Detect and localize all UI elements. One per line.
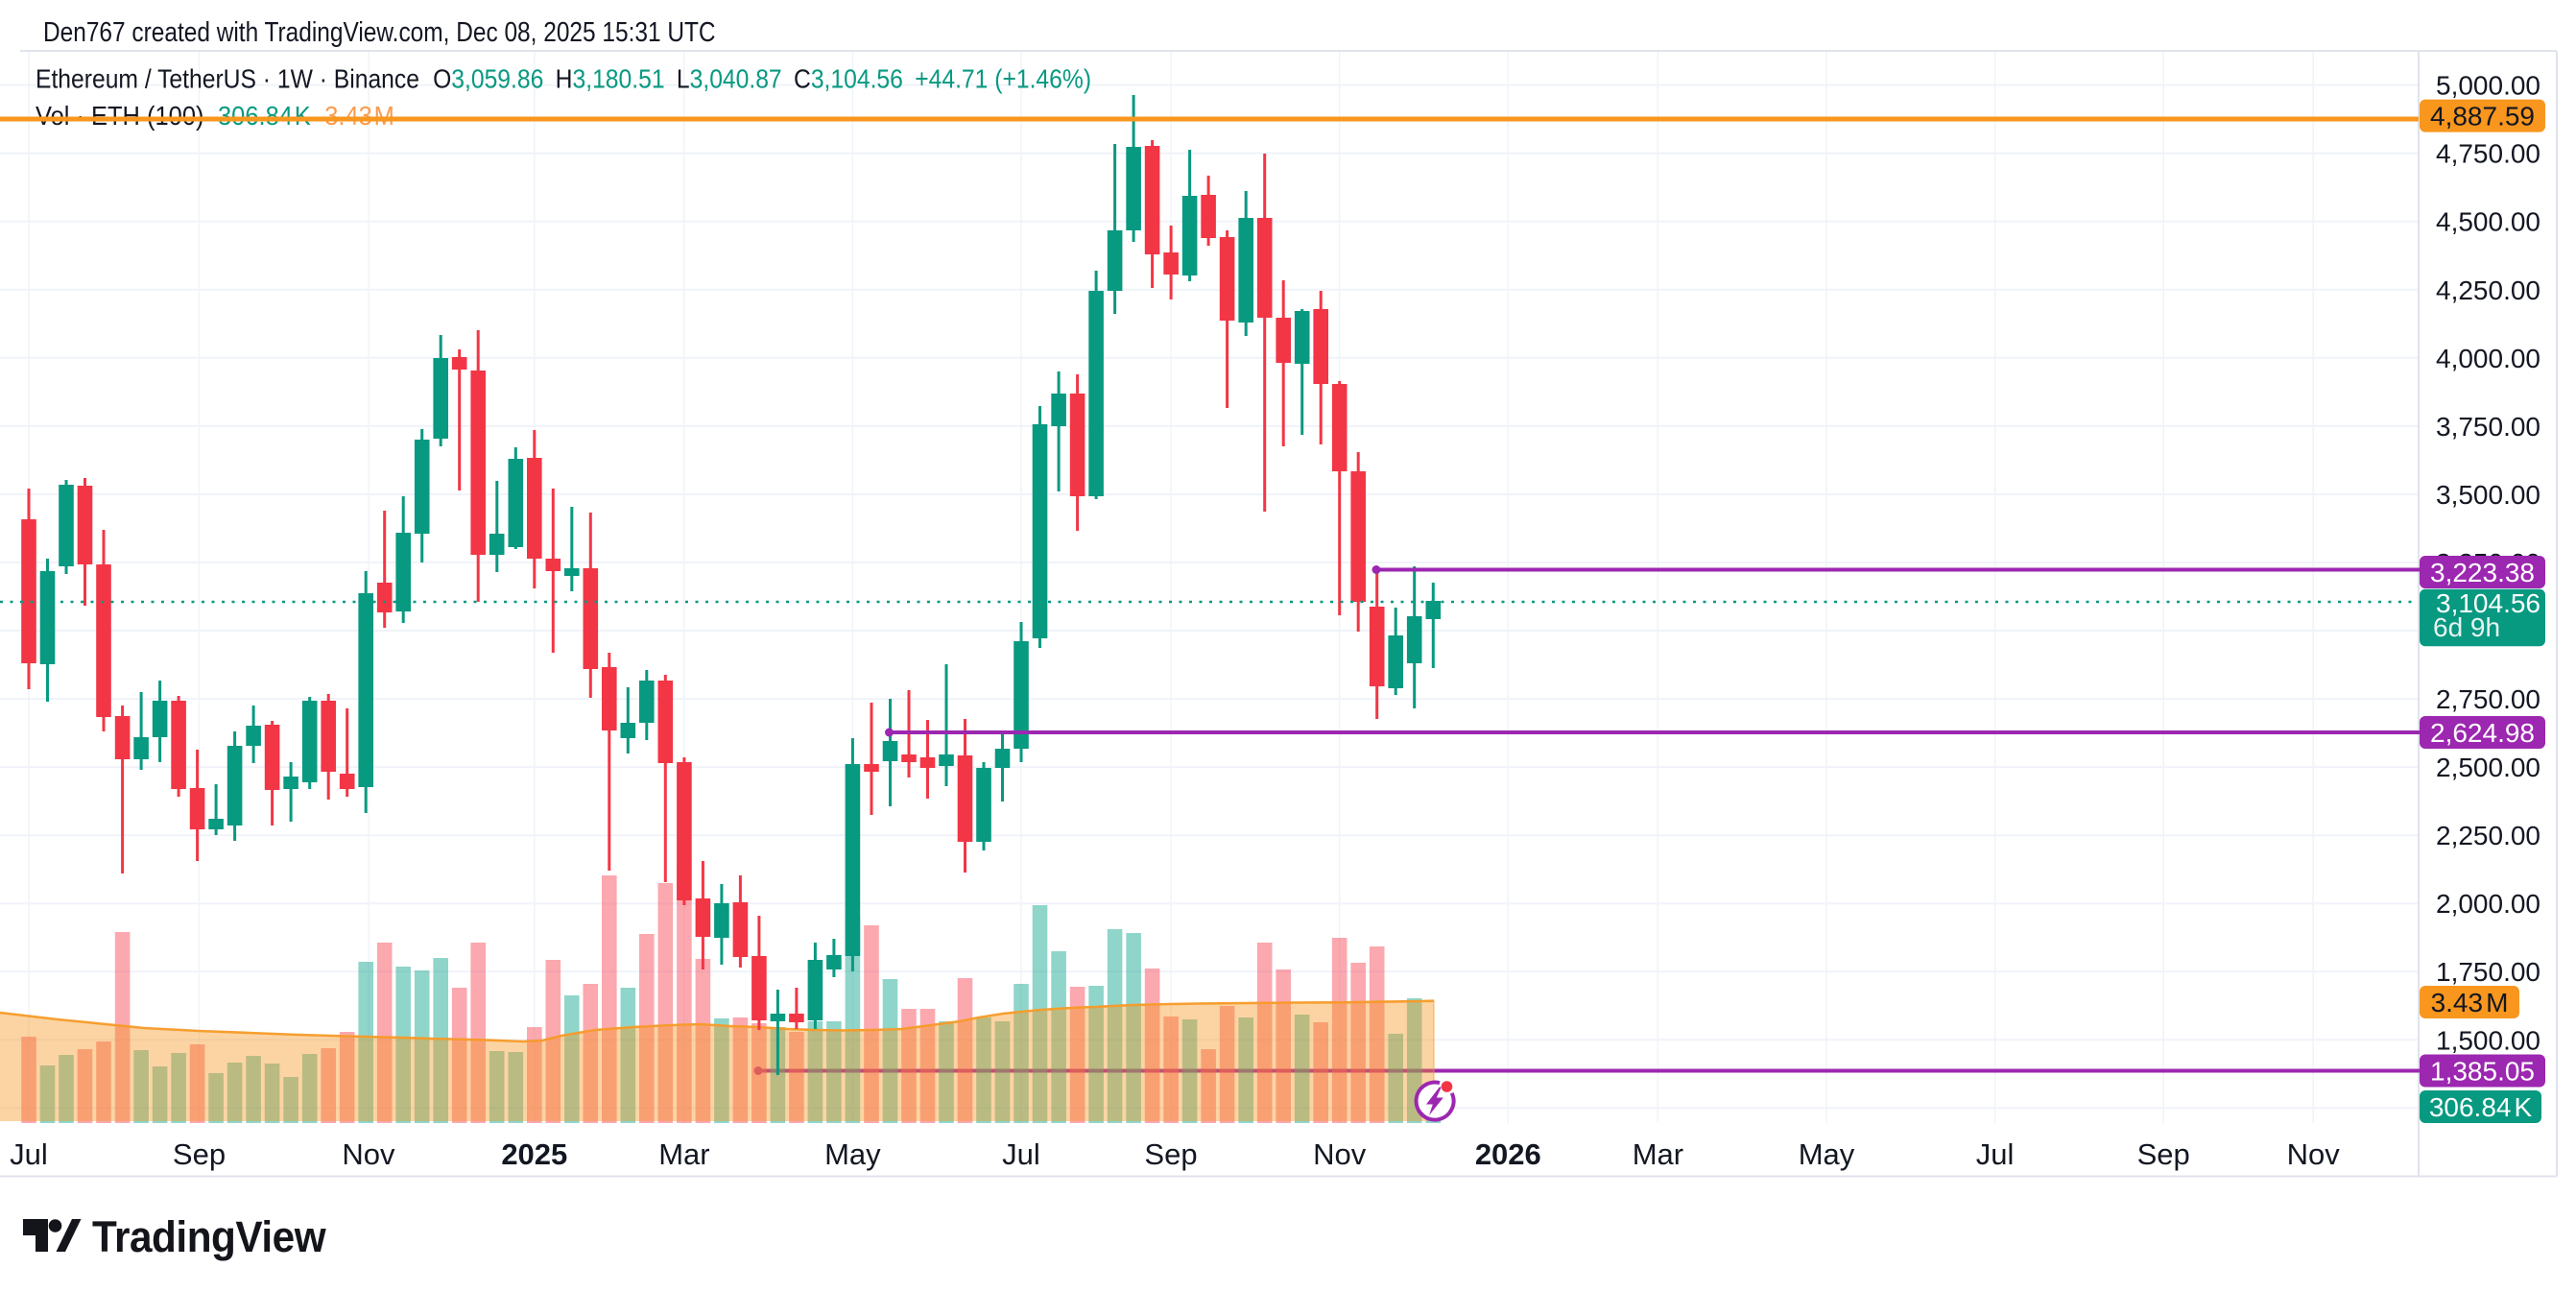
svg-text:Ethereum / TetherUS · 1W · Bin: Ethereum / TetherUS · 1W · Binance O3,059… (36, 63, 1091, 94)
svg-text:Sep: Sep (1144, 1137, 1197, 1171)
svg-text:4,500.00: 4,500.00 (2436, 207, 2540, 237)
svg-text:Mar: Mar (658, 1137, 709, 1171)
svg-text:Mar: Mar (1633, 1137, 1683, 1171)
svg-text:1,385.05: 1,385.05 (2430, 1057, 2535, 1087)
svg-text:3,750.00: 3,750.00 (2436, 412, 2540, 442)
svg-text:1,750.00: 1,750.00 (2436, 957, 2540, 987)
svg-text:2025: 2025 (501, 1137, 567, 1171)
svg-text:Sep: Sep (2137, 1137, 2190, 1171)
svg-text:6d 9h: 6d 9h (2433, 612, 2500, 642)
svg-text:3,223.38: 3,223.38 (2430, 558, 2535, 587)
svg-text:Nov: Nov (1313, 1137, 1367, 1171)
svg-text:3,500.00: 3,500.00 (2436, 480, 2540, 510)
svg-text:2,500.00: 2,500.00 (2436, 753, 2540, 782)
svg-text:Jul: Jul (10, 1137, 48, 1171)
svg-text:Sep: Sep (173, 1137, 226, 1171)
svg-text:2,250.00: 2,250.00 (2436, 821, 2540, 850)
svg-text:May: May (824, 1137, 881, 1171)
svg-text:3,104.56: 3,104.56 (2436, 588, 2540, 618)
svg-text:Nov: Nov (2287, 1137, 2341, 1171)
svg-text:2026: 2026 (1475, 1137, 1541, 1171)
svg-text:TradingView: TradingView (92, 1213, 327, 1261)
svg-text:2,750.00: 2,750.00 (2436, 684, 2540, 714)
svg-text:1,500.00: 1,500.00 (2436, 1025, 2540, 1055)
svg-text:2,000.00: 2,000.00 (2436, 889, 2540, 919)
svg-text:4,887.59: 4,887.59 (2430, 102, 2535, 132)
svg-text:4,000.00: 4,000.00 (2436, 344, 2540, 373)
svg-text:5,000.00: 5,000.00 (2436, 71, 2540, 101)
svg-text:306.84K: 306.84 K (2429, 1092, 2533, 1122)
svg-text:Jul: Jul (1976, 1137, 2015, 1171)
svg-text:3.43M: 3.43 M (2431, 988, 2509, 1017)
svg-text:Den767 created with TradingVie: Den767 created with TradingView.com, Dec… (43, 16, 716, 47)
svg-text:May: May (1799, 1137, 1855, 1171)
svg-text:Nov: Nov (342, 1137, 395, 1171)
svg-text:2,624.98: 2,624.98 (2430, 718, 2535, 748)
svg-text:4,250.00: 4,250.00 (2436, 275, 2540, 305)
svg-text:Jul: Jul (1002, 1137, 1040, 1171)
svg-text:4,750.00: 4,750.00 (2436, 139, 2540, 169)
